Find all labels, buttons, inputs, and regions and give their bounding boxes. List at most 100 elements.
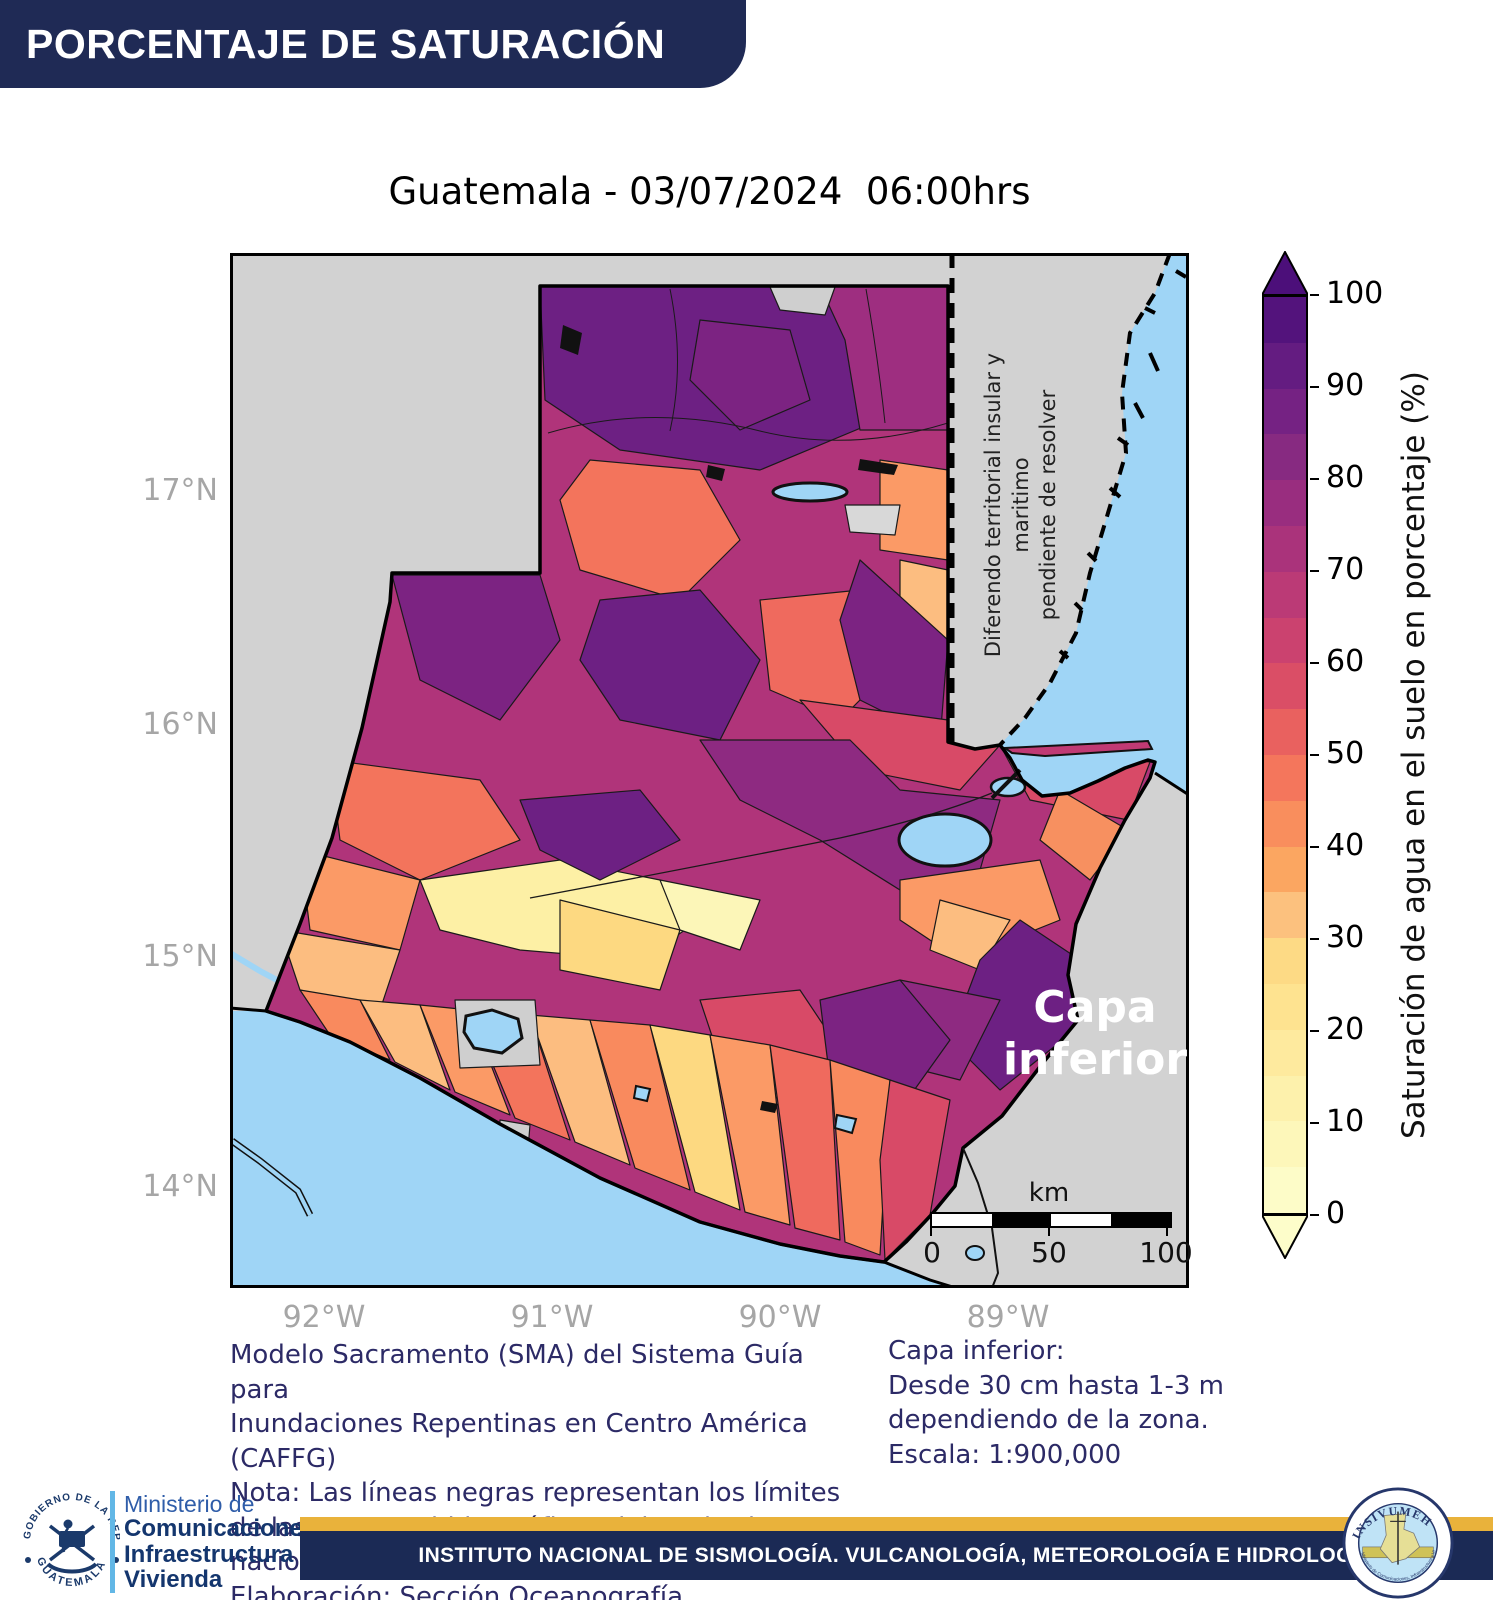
colorbar-tick-label: 50 (1326, 736, 1365, 771)
header-banner-title: PORCENTAJE DE SATURACIÓN (26, 21, 666, 67)
map-frame (230, 253, 1189, 1288)
ministry-line3: Infraestructura y (124, 1540, 314, 1568)
model-note-line: Inundaciones Repentinas en Centro Améric… (230, 1409, 808, 1474)
scalebar-tick-100 (1166, 1224, 1168, 1236)
el-salvador-lake (965, 1245, 985, 1261)
lon-tick-89w: 89°W (966, 1300, 1050, 1335)
colorbar-segment (1264, 1029, 1306, 1076)
footer-band: INSTITUTO NACIONAL DE SISMOLOGÍA. VULCAN… (300, 1517, 1493, 1580)
colorbar-segment (1264, 1121, 1306, 1168)
ministry-line1: Ministerio de (124, 1491, 255, 1517)
colorbar-segment (1264, 663, 1306, 710)
seal-dot-left (25, 1557, 31, 1563)
scalebar-bar (930, 1212, 1172, 1228)
colorbar-tick-mark (1310, 1214, 1319, 1216)
colorbar-segment (1264, 709, 1306, 755)
map-canvas (228, 252, 1190, 1290)
colorbar-segment (1264, 983, 1306, 1030)
belize-note-line1: Diferendo territorial insular y maritimo (981, 352, 1033, 658)
honduras-coastline (1154, 771, 1190, 797)
ministry-line4: Vivienda (124, 1566, 223, 1594)
scalebar-label-0: 0 (923, 1236, 941, 1269)
colorbar-segment (1264, 938, 1306, 984)
punta-manabique (1002, 739, 1154, 758)
lake-blob-west-peten (560, 325, 582, 355)
colorbar-segment (1264, 1167, 1306, 1213)
ministry-line2: Comunicaciones, (124, 1515, 323, 1543)
lat-tick-15n: 15°N (142, 939, 218, 974)
layer-depth-line: Desde 30 cm hasta 1-3 m (888, 1370, 1224, 1401)
colorbar-tick-label: 40 (1326, 828, 1365, 863)
colorbar-segment (1264, 434, 1306, 481)
ministry-block: Ministerio de Comunicaciones, Infraestru… (124, 1492, 354, 1593)
colorbar-arrow-top (1262, 251, 1308, 295)
rio-dulce (990, 768, 1022, 800)
layer-label: Capa inferior (1002, 982, 1188, 1085)
map-title: Guatemala - 03/07/2024 06:00hrs (388, 170, 1031, 213)
colorbar-tick-mark (1310, 386, 1319, 388)
colorbar-segment (1264, 800, 1306, 847)
colorbar-segment (1264, 571, 1306, 618)
colorbar-ticks: 0 10 20 30 40 50 60 70 80 90 100 (1308, 276, 1428, 1231)
pacific-coastline (229, 1006, 957, 1290)
lake-amatitlan (632, 1084, 652, 1103)
model-note-line: Modelo Sacramento (SMA) del Sistema Guía… (230, 1340, 804, 1405)
colorbar-tick-mark (1310, 294, 1319, 296)
layer-depth-line: Escala: 1:900,000 (888, 1439, 1122, 1470)
scalebar-tick-0 (930, 1224, 932, 1236)
scalebar-unit: km (1028, 1178, 1070, 1208)
colorbar-segment (1264, 342, 1306, 389)
colorbar-arrow-bottom (1262, 1215, 1308, 1259)
footer-band-navy (300, 1531, 1493, 1580)
lake-ayarza (760, 1101, 778, 1113)
lake-izabal (897, 812, 993, 868)
scalebar-seg (932, 1214, 992, 1226)
colorbar-tick-mark (1310, 570, 1319, 572)
colorbar-tick-label: 90 (1326, 368, 1365, 403)
lat-tick-14n: 14°N (142, 1169, 218, 1204)
colorbar-segment (1264, 297, 1306, 343)
scalebar-seg (1110, 1214, 1170, 1226)
lat-tick-16n: 16°N (142, 707, 218, 742)
colorbar-segment (1264, 388, 1306, 435)
colorbar-segment (1264, 525, 1306, 572)
colorbar-tick-label: 20 (1326, 1012, 1365, 1047)
colorbar-tick-label: 60 (1326, 644, 1365, 679)
lon-tick-90w: 90°W (738, 1300, 822, 1335)
colorbar-tick-mark (1310, 662, 1319, 664)
scalebar-seg (1051, 1214, 1111, 1226)
colorbar-segment (1264, 617, 1306, 664)
scalebar-label-50: 50 (1031, 1236, 1067, 1269)
belize-coastline (998, 252, 1172, 747)
colorbar-bar (1262, 295, 1308, 1215)
belize-note-line2: pendiente de resolver (1036, 389, 1061, 621)
colorbar-tick-label: 30 (1326, 920, 1365, 955)
header-banner (0, 0, 746, 88)
model-note-line: Nota: Las líneas negras representan los … (230, 1478, 841, 1509)
colorbar-tick-mark (1310, 1030, 1319, 1032)
layer-depth-note: Capa inferior: Desde 30 cm hasta 1-3 m d… (888, 1334, 1308, 1472)
colorbar-segment (1264, 754, 1306, 801)
colorbar-tick-label: 0 (1326, 1196, 1346, 1231)
footer-band-gold-stripe (300, 1517, 1493, 1531)
scalebar-tick-50 (1048, 1224, 1050, 1236)
lon-tick-91w: 91°W (510, 1300, 594, 1335)
colorbar-tick-mark (1310, 846, 1319, 848)
lake-blob-east-peten (858, 459, 898, 475)
lake-peten-itza (771, 481, 849, 503)
belize-territorial-note: Diferendo territorial insular y maritimo… (980, 305, 1060, 705)
colorbar-segment (1264, 892, 1306, 939)
caribbean-sea (1000, 253, 1189, 796)
colorbar-tick-label: 80 (1326, 460, 1365, 495)
layer-depth-line: dependiendo de la zona. (888, 1405, 1209, 1436)
pacific-ocean (230, 1011, 955, 1288)
colorbar-tick-mark (1310, 938, 1319, 940)
colorbar-segment (1264, 480, 1306, 526)
mexico-river (230, 1139, 312, 1216)
honduras-elsalvador-border (962, 1147, 1000, 1289)
colorbar-tick-mark (1310, 1122, 1319, 1124)
lake-atitlan (462, 1008, 524, 1055)
colorbar-segment (1264, 846, 1306, 893)
footer-divider (110, 1491, 115, 1593)
